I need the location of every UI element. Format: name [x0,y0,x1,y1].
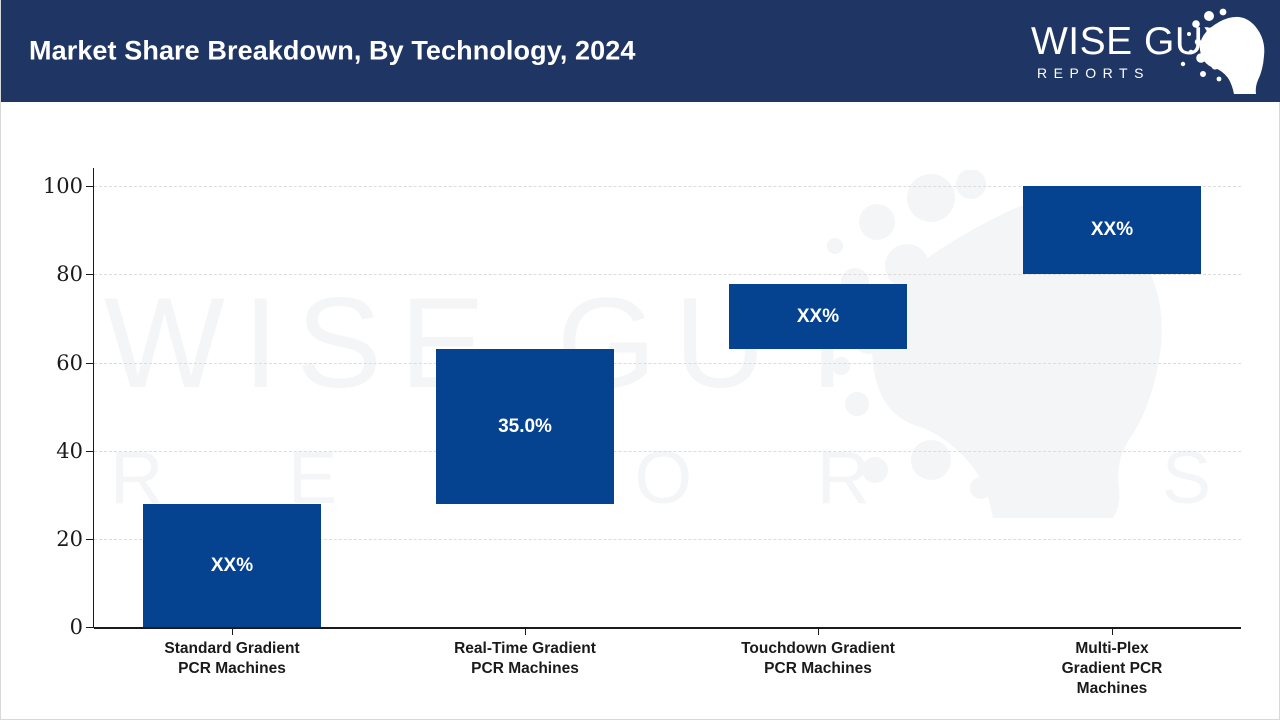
bar-real-time-gradient-pcr-machines[interactable]: 35.0% [436,349,614,504]
y-tick-label-0: 0 [69,615,83,639]
category-label-real-time-gradient-pcr-machines: Real-Time Gradient PCR Machines [405,639,645,679]
y-tick-mark-60 [86,363,94,364]
category-label-standard-gradient-pcr-machines: Standard Gradient PCR Machines [112,639,352,679]
y-tick-label-80: 80 [56,262,83,286]
bar-label-1: 35.0% [498,415,552,437]
wise-guy-reports-logo: WISE GUY REPORTS [1031,8,1265,94]
y-axis-line [93,168,94,627]
bar-standard-gradient-pcr-machines[interactable]: XX% [143,504,321,627]
y-tick-mark-100 [86,186,94,187]
y-tick-mark-40 [86,451,94,452]
category-label-line: PCR Machines [764,660,872,677]
gridline-100 [94,186,1241,187]
x-tick-mark-3 [1112,627,1113,635]
chart-header: Market Share Breakdown, By Technology, 2… [1,0,1280,102]
category-label-line: Standard Gradient [164,640,300,657]
bar-label-3: XX% [1090,219,1134,240]
x-tick-mark-2 [818,627,819,635]
gridline-20 [94,539,1241,540]
category-label-line: Multi-Plex [1075,640,1149,657]
category-label-line: PCR Machines [178,660,286,677]
category-label-line: Gradient PCR [1061,660,1163,677]
bar-touchdown-gradient-pcr-machines[interactable]: XX% [729,284,907,349]
page-title: Market Share Breakdown, By Technology, 2… [29,35,636,66]
category-label-line: Machines [1076,680,1148,697]
y-tick-label-100: 100 [42,174,83,198]
gridline-40 [94,451,1241,452]
gridline-60 [94,363,1241,364]
category-label-line: Touchdown Gradient [741,640,895,657]
y-tick-mark-0 [86,627,94,628]
category-label-line: PCR Machines [471,660,579,677]
svg-text:REPORTS: REPORTS [1037,65,1150,81]
y-tick-mark-20 [86,539,94,540]
category-label-multi-plex-gradient-pcr-machines: Multi-Plex Gradient PCR Machines [992,639,1232,699]
bar-label-0: XX% [210,554,254,576]
y-tick-label-60: 60 [56,351,83,375]
bar-label-2: XX% [796,305,840,327]
bar-multi-plex-gradient-pcr-machines[interactable]: XX% [1023,186,1201,274]
x-axis-line [94,627,1241,629]
x-tick-mark-0 [232,627,233,635]
category-label-touchdown-gradient-pcr-machines: Touchdown Gradient PCR Machines [698,639,938,679]
y-tick-label-40: 40 [56,439,83,463]
category-label-line: Real-Time Gradient [454,640,596,657]
gridline-80 [94,274,1241,275]
x-tick-mark-1 [525,627,526,635]
y-tick-mark-80 [86,274,94,275]
y-tick-label-20: 20 [56,527,83,551]
